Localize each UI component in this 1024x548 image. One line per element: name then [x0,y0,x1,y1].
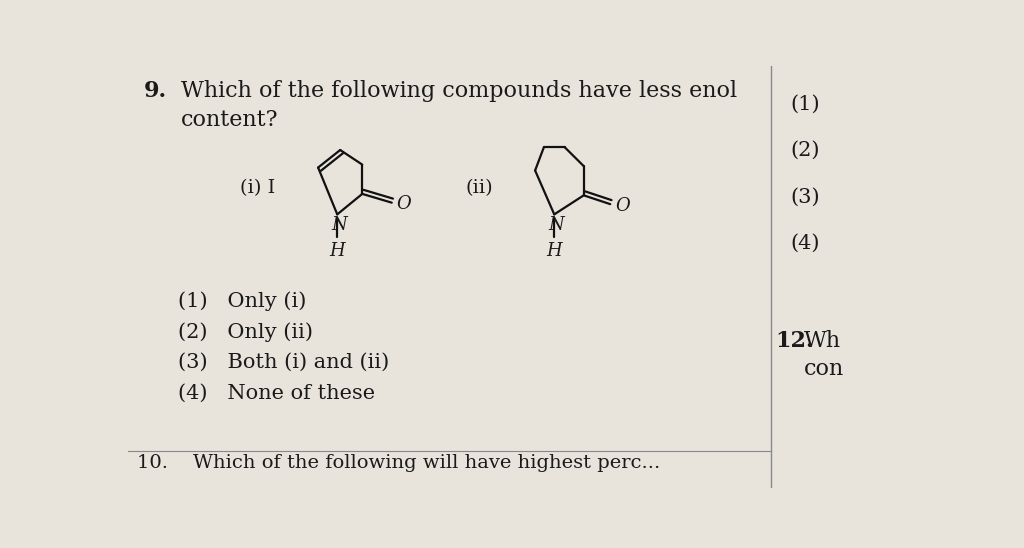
Text: (3)   Both (i) and (ii): (3) Both (i) and (ii) [178,353,389,372]
Text: N: N [548,216,563,234]
Text: (3): (3) [791,187,820,207]
Text: 10.    Which of the following will have highest perc...: 10. Which of the following will have hig… [137,454,660,472]
Text: (ii): (ii) [465,179,493,197]
Text: Wh: Wh [804,330,841,352]
Text: (i) I: (i) I [241,179,275,197]
Text: (4): (4) [791,233,820,253]
Text: N: N [331,216,347,234]
Text: (1): (1) [791,95,820,114]
Text: con: con [804,358,844,380]
Text: O: O [614,197,630,215]
Text: (1)   Only (i): (1) Only (i) [178,292,307,311]
Text: (4)   None of these: (4) None of these [178,384,376,403]
Text: H: H [547,242,562,260]
Text: Which of the following compounds have less enol: Which of the following compounds have le… [180,79,737,101]
Text: 12.: 12. [775,330,814,352]
Text: content?: content? [180,109,279,131]
Text: H: H [330,242,345,260]
Text: (2): (2) [791,141,820,160]
Text: O: O [396,195,411,213]
Text: 9.: 9. [143,79,167,101]
Text: (2)   Only (ii): (2) Only (ii) [178,322,313,342]
